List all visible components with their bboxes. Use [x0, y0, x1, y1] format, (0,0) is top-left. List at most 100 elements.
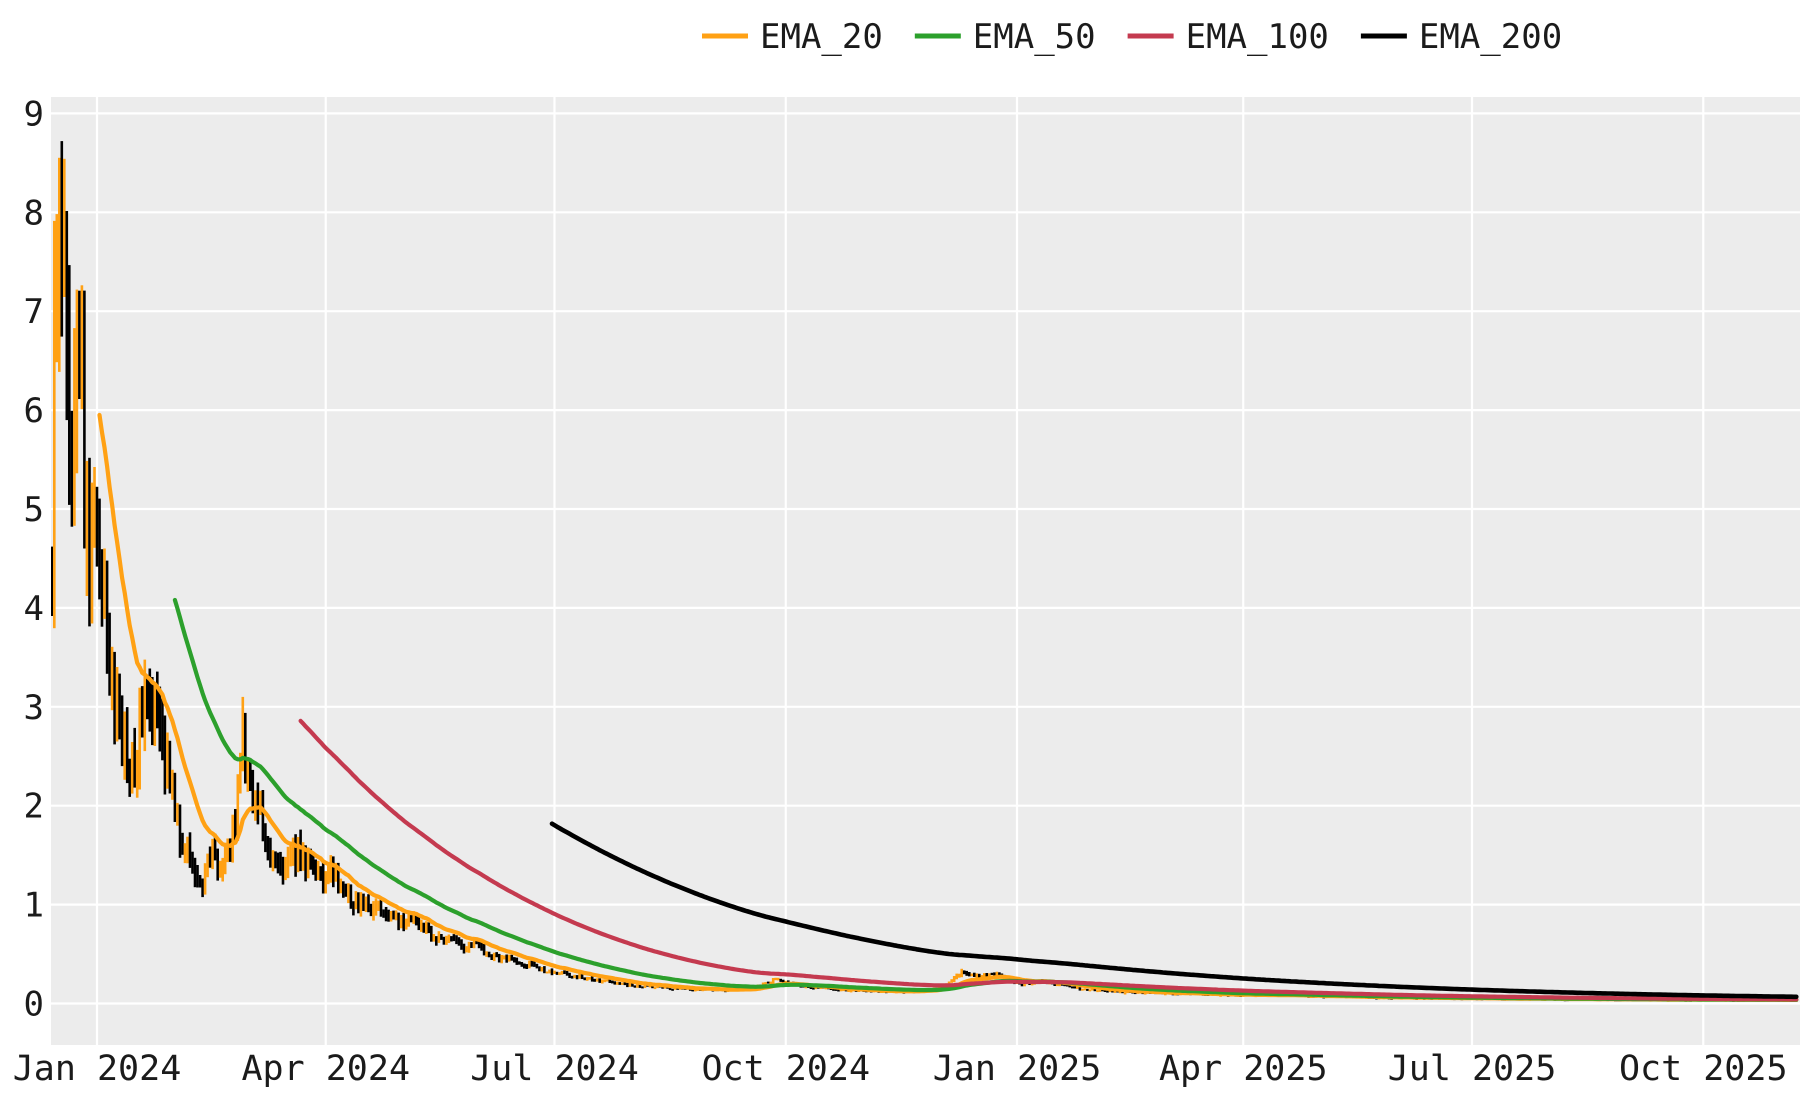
candle-bar: [973, 972, 976, 977]
candle-bar: [58, 157, 61, 372]
candle-bar: [70, 410, 74, 527]
candle-bar: [301, 842, 305, 871]
candle-bar: [168, 740, 172, 794]
candle-bar: [834, 988, 838, 991]
candle-bar: [555, 971, 559, 975]
candle-bar: [455, 935, 458, 945]
candle-bar: [1091, 988, 1094, 991]
candle-bar: [135, 749, 139, 798]
candle-bar: [299, 829, 302, 872]
candle-bar: [244, 712, 247, 784]
candle-bar: [90, 482, 94, 624]
candle-bar: [261, 790, 265, 842]
candle-bar: [533, 961, 536, 967]
legend-item-ema-20: EMA_20: [702, 17, 883, 57]
candle-bar: [123, 711, 126, 780]
candle-bar: [118, 673, 121, 740]
y-tick-label: 6: [24, 391, 44, 431]
candle-bar: [623, 981, 627, 986]
candle-bar: [113, 651, 116, 745]
candle-bar: [319, 866, 322, 881]
candle-bar: [291, 837, 295, 866]
candle-bar: [809, 986, 813, 989]
x-tick-label: Oct 2024: [701, 1049, 870, 1089]
x-tick-label: Jul 2024: [470, 1049, 639, 1089]
candle-bar: [362, 893, 365, 911]
candle-bar: [608, 979, 612, 983]
candle-bar: [621, 982, 624, 985]
candle-bar: [201, 878, 204, 898]
candle-bar: [148, 668, 152, 732]
candle-bar: [595, 978, 599, 982]
candle-bar: [694, 989, 697, 992]
candle-bar: [407, 912, 410, 927]
candle-bar: [528, 960, 531, 969]
candle-bar: [337, 862, 340, 894]
candle-bar: [613, 981, 617, 985]
candle-bar: [590, 975, 594, 982]
candle-bar: [1020, 982, 1024, 987]
candle-bar: [130, 742, 134, 794]
candle-bar: [206, 853, 209, 878]
candle-bar: [296, 837, 300, 873]
candle-bar: [65, 211, 69, 421]
candle-bar: [241, 696, 245, 772]
candle-bar: [633, 985, 637, 988]
candle-bar: [472, 938, 476, 949]
candle-bar: [417, 915, 421, 931]
candle-bar: [420, 919, 423, 932]
candle-bar: [425, 921, 428, 934]
candle-bar: [1081, 988, 1084, 991]
candle-bar: [377, 900, 380, 911]
candle-bar: [316, 860, 320, 881]
candle-bar: [140, 686, 144, 738]
candle-bar: [548, 969, 551, 974]
candle-bar: [196, 865, 199, 888]
candle-bar: [452, 934, 456, 942]
candle-bar: [779, 978, 782, 982]
candle-bar: [158, 686, 162, 752]
candle-bar: [648, 985, 652, 988]
candle-bar: [447, 934, 451, 943]
candle-bar: [814, 986, 818, 990]
candle-bar: [347, 883, 350, 904]
candle-bar: [520, 962, 524, 967]
candle-bar: [125, 707, 129, 784]
candle-bar: [543, 966, 546, 974]
candle-bar: [487, 951, 491, 958]
x-tick-label: Jan 2024: [13, 1049, 182, 1089]
candle-bar: [183, 843, 187, 864]
candle-bar: [68, 265, 71, 505]
candle-bar: [849, 990, 853, 993]
candle-bar: [397, 912, 400, 931]
candle-bar: [442, 936, 446, 945]
candle-bar: [208, 846, 212, 868]
candle-bar: [213, 833, 217, 861]
y-tick-label: 5: [24, 490, 44, 530]
candle-bar: [256, 782, 260, 825]
candle-bar: [628, 983, 632, 987]
candle-bar: [329, 855, 333, 883]
candle-bar: [691, 989, 694, 992]
candle-bar: [771, 978, 775, 984]
candle-bar: [73, 328, 76, 526]
candle-bar: [1083, 988, 1087, 991]
candle-bar: [98, 498, 101, 600]
candle-bar: [588, 977, 591, 980]
candle-bar: [995, 971, 999, 977]
candle-bar: [523, 963, 526, 969]
candle-bar: [153, 683, 157, 746]
candle-bar: [1023, 982, 1026, 987]
y-tick-label: 2: [24, 787, 44, 827]
candle-bar: [1076, 986, 1079, 989]
candle-bar: [251, 769, 255, 814]
candle-bar: [983, 973, 986, 978]
candle-bar: [432, 934, 436, 942]
candle-bar: [812, 987, 815, 990]
candle-bar: [198, 875, 202, 888]
candle-bar: [369, 903, 373, 917]
candle-bar: [651, 985, 654, 989]
candle-bar: [246, 760, 250, 792]
candle-bar: [60, 141, 64, 337]
candle-bar: [146, 678, 149, 720]
